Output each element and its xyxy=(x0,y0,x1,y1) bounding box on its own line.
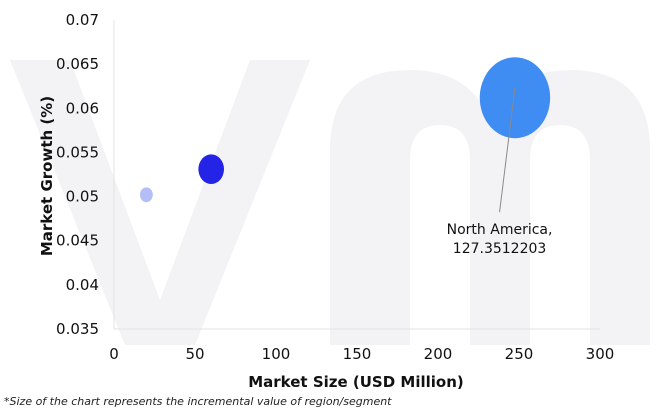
y-tick-label: 0.06 xyxy=(66,99,99,117)
x-tick-label: 200 xyxy=(424,345,453,363)
bubble xyxy=(198,154,224,185)
bubble xyxy=(140,187,153,203)
bubbles xyxy=(140,57,551,203)
y-axis-title: Market Growth (%) xyxy=(38,96,56,256)
x-tick-label: 0 xyxy=(109,345,119,363)
x-axis-ticks: 0 50 100 150 200 250 300 xyxy=(109,345,614,363)
x-tick-label: 300 xyxy=(586,345,615,363)
y-axis-ticks: 0.035 0.04 0.045 0.05 0.055 0.06 0.065 0.07 xyxy=(56,11,99,338)
y-tick-label: 0.045 xyxy=(56,232,99,250)
x-tick-label: 50 xyxy=(185,345,204,363)
annotation-label-line2: 127.3512203 xyxy=(453,241,547,257)
annotation-leader-line xyxy=(499,87,516,213)
x-tick-label: 150 xyxy=(343,345,372,363)
y-tick-label: 0.055 xyxy=(56,143,99,161)
chart-footnote: *Size of the chart represents the increm… xyxy=(4,395,392,408)
y-tick-label: 0.04 xyxy=(66,276,99,294)
watermark-shape xyxy=(10,60,310,345)
watermark-logo xyxy=(10,60,650,345)
x-tick-label: 100 xyxy=(262,345,291,363)
x-axis-title: Market Size (USD Million) xyxy=(248,373,464,391)
annotation-label-line1: North America, xyxy=(447,222,553,238)
y-tick-label: 0.035 xyxy=(56,320,99,338)
y-tick-label: 0.05 xyxy=(66,188,99,206)
axes xyxy=(113,20,600,330)
y-tick-label: 0.07 xyxy=(66,11,99,29)
bubble-chart: 0 50 100 150 200 250 300 0.0350.040.0450.050.0… xyxy=(10,11,650,391)
x-tick-label: 250 xyxy=(505,345,534,363)
watermark-shape xyxy=(330,70,650,345)
annotation: North America, 127.3512203 xyxy=(447,87,553,257)
y-tick-label: 0.065 xyxy=(56,55,99,73)
bubble xyxy=(479,57,551,139)
